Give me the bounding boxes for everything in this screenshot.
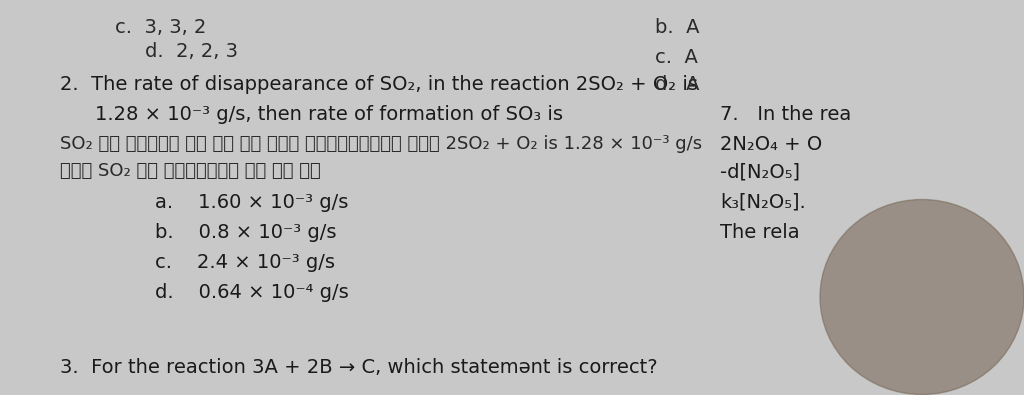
Text: k₃[N₂O₅].: k₃[N₂O₅].: [720, 193, 806, 212]
Text: c.  3, 3, 2: c. 3, 3, 2: [115, 18, 207, 37]
Text: है। SO₂ के निर्माण की दर है: है। SO₂ के निर्माण की दर है: [60, 162, 321, 180]
Text: 3.  For the reaction 3A + 2B → C, which statemənt is correct?: 3. For the reaction 3A + 2B → C, which s…: [60, 358, 657, 377]
Text: c.    2.4 × 10⁻³ g/s: c. 2.4 × 10⁻³ g/s: [155, 253, 335, 272]
Text: The rela: The rela: [720, 223, 800, 242]
Ellipse shape: [820, 199, 1024, 395]
Text: SO₂ के विघटन की दर का मान अभिक्रिया में 2SO₂ + O₂ is 1.28 × 10⁻³ g/s: SO₂ के विघटन की दर का मान अभिक्रिया में …: [60, 135, 702, 153]
Text: d.    0.64 × 10⁻⁴ g/s: d. 0.64 × 10⁻⁴ g/s: [155, 283, 349, 302]
Text: -d[N₂O₅]: -d[N₂O₅]: [720, 162, 800, 181]
Text: a.    1.60 × 10⁻³ g/s: a. 1.60 × 10⁻³ g/s: [155, 193, 348, 212]
Text: c.  A: c. A: [655, 48, 698, 67]
Text: 7.   In the rea: 7. In the rea: [720, 105, 851, 124]
Text: b.  A: b. A: [655, 18, 699, 37]
Text: 1.28 × 10⁻³ g/s, then rate of formation of SO₃ is: 1.28 × 10⁻³ g/s, then rate of formation …: [95, 105, 563, 124]
Text: d.  A: d. A: [655, 75, 699, 94]
Text: d.  2, 2, 3: d. 2, 2, 3: [145, 42, 238, 61]
Text: 2.  The rate of disappearance of SO₂, in the reaction 2SO₂ + O₂ is: 2. The rate of disappearance of SO₂, in …: [60, 75, 698, 94]
Text: 2N₂O₄ + O: 2N₂O₄ + O: [720, 135, 822, 154]
Text: b.    0.8 × 10⁻³ g/s: b. 0.8 × 10⁻³ g/s: [155, 223, 337, 242]
